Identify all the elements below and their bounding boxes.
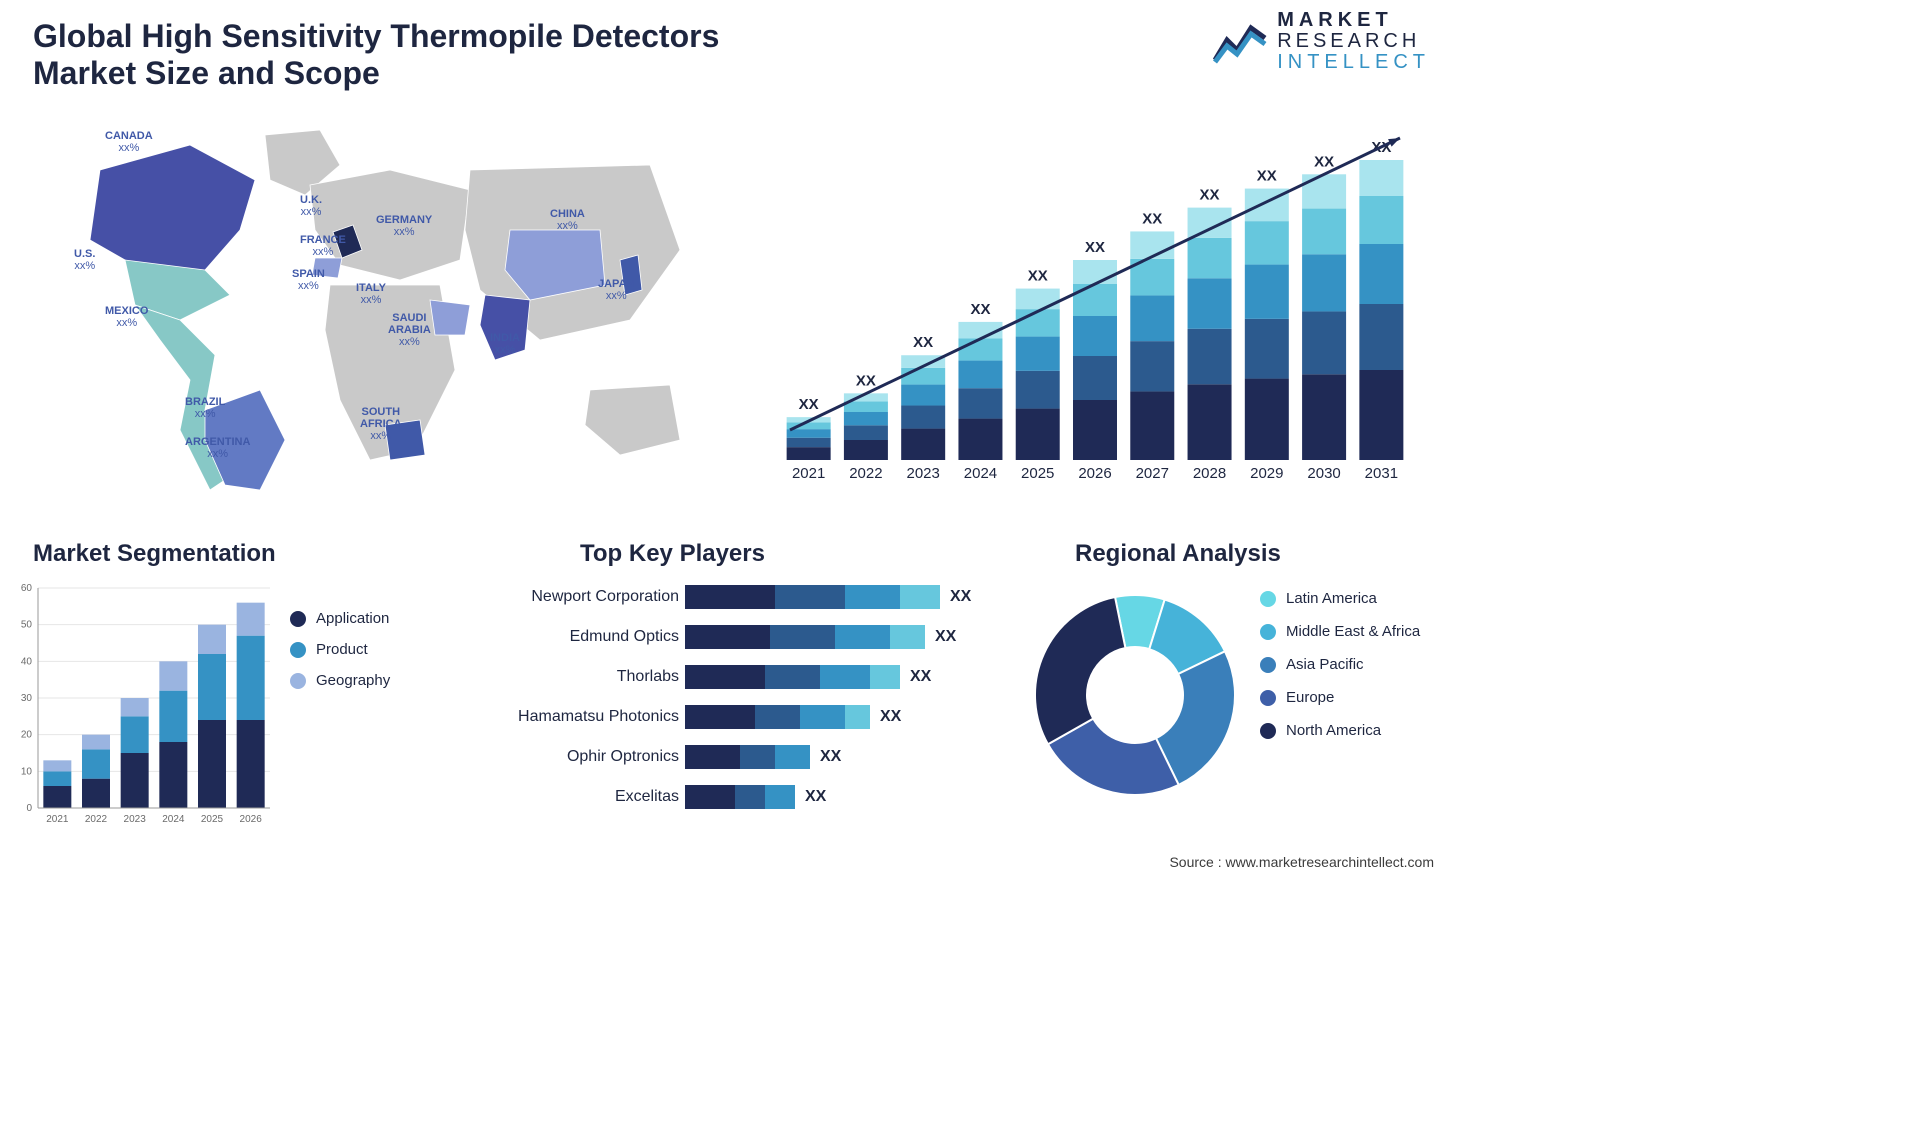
- svg-text:20: 20: [21, 730, 33, 741]
- svg-text:2030: 2030: [1307, 465, 1340, 482]
- legend-item: Geography: [290, 672, 390, 689]
- player-row: Excelitas XX: [505, 780, 985, 814]
- map-label: CHINAxx%: [550, 208, 585, 232]
- player-row: Hamamatsu Photonics XX: [505, 700, 985, 734]
- player-value: XX: [880, 708, 901, 726]
- world-map: CANADAxx% U.S.xx% MEXICOxx% BRAZILxx% ARGENT…: [30, 110, 700, 510]
- legend-item: Application: [290, 610, 390, 627]
- player-value: XX: [910, 668, 931, 686]
- player-name: Hamamatsu Photonics: [505, 708, 685, 726]
- map-label: SOUTHAFRICAxx%: [360, 406, 402, 442]
- player-bar: [685, 785, 795, 809]
- map-label: SAUDIARABIAxx%: [388, 312, 431, 348]
- player-name: Newport Corporation: [505, 588, 685, 606]
- player-name: Edmund Optics: [505, 628, 685, 646]
- logo-line3: INTELLECT: [1277, 52, 1430, 73]
- players-chart: Newport CorporationXXEdmund OpticsXXThor…: [505, 580, 985, 840]
- page-title: Global High Sensitivity Thermopile Detec…: [33, 18, 723, 92]
- player-bar: [685, 625, 925, 649]
- legend-item: Product: [290, 641, 390, 658]
- svg-text:2021: 2021: [46, 814, 69, 825]
- map-label: FRANCExx%: [300, 234, 346, 258]
- svg-text:2028: 2028: [1193, 465, 1226, 482]
- regional-legend: Latin America Middle East & Africa Asia Pa…: [1260, 590, 1420, 755]
- players-heading: Top Key Players: [580, 540, 765, 568]
- legend-item: North America: [1260, 722, 1420, 739]
- svg-text:XX: XX: [970, 301, 990, 318]
- regional-donut: [1020, 580, 1250, 810]
- logo-line2: RESEARCH: [1277, 31, 1430, 52]
- player-value: XX: [820, 748, 841, 766]
- svg-text:2024: 2024: [964, 465, 997, 482]
- player-name: Thorlabs: [505, 668, 685, 686]
- svg-text:2024: 2024: [162, 814, 185, 825]
- svg-text:2023: 2023: [124, 814, 147, 825]
- svg-text:2025: 2025: [1021, 465, 1054, 482]
- player-row: Thorlabs XX: [505, 660, 985, 694]
- svg-text:2027: 2027: [1136, 465, 1169, 482]
- player-row: Ophir Optronics XX: [505, 740, 985, 774]
- map-label: GERMANYxx%: [376, 214, 432, 238]
- player-bar: [685, 585, 940, 609]
- player-value: XX: [805, 788, 826, 806]
- svg-text:XX: XX: [1142, 210, 1162, 227]
- svg-text:10: 10: [21, 766, 33, 777]
- player-value: XX: [935, 628, 956, 646]
- svg-text:2031: 2031: [1365, 465, 1398, 482]
- player-name: Ophir Optronics: [505, 748, 685, 766]
- player-bar: [685, 665, 900, 689]
- svg-text:2022: 2022: [849, 465, 882, 482]
- player-bar: [685, 745, 810, 769]
- svg-text:2029: 2029: [1250, 465, 1283, 482]
- svg-text:50: 50: [21, 620, 33, 631]
- player-name: Excelitas: [505, 788, 685, 806]
- svg-text:XX: XX: [1085, 239, 1105, 256]
- svg-text:2021: 2021: [792, 465, 825, 482]
- legend-item: Europe: [1260, 689, 1420, 706]
- map-label: JAPANxx%: [598, 278, 634, 302]
- segmentation-chart: 0 10 20 30 40 50 60 2021 2022 2023 2024 2025 2026: [10, 580, 280, 840]
- player-bar: [685, 705, 870, 729]
- map-label: MEXICOxx%: [105, 305, 148, 329]
- player-row: Edmund Optics XX: [505, 620, 985, 654]
- map-label: U.S.xx%: [74, 248, 95, 272]
- svg-text:XX: XX: [1028, 268, 1048, 285]
- map-label: ARGENTINAxx%: [185, 436, 250, 460]
- brand-logo: MARKET RESEARCH INTELLECT: [1213, 10, 1430, 73]
- svg-text:2023: 2023: [906, 465, 939, 482]
- svg-text:2022: 2022: [85, 814, 108, 825]
- segmentation-legend: Application Product Geography: [290, 610, 390, 703]
- legend-item: Asia Pacific: [1260, 656, 1420, 673]
- source-text: Source : www.marketresearchintellect.com: [1169, 854, 1434, 870]
- svg-text:0: 0: [26, 803, 32, 814]
- svg-text:40: 40: [21, 656, 33, 667]
- svg-text:30: 30: [21, 693, 33, 704]
- legend-item: Latin America: [1260, 590, 1420, 607]
- map-label: ITALYxx%: [356, 282, 386, 306]
- svg-text:XX: XX: [913, 334, 933, 351]
- map-label: CANADAxx%: [105, 130, 153, 154]
- growth-chart: XX 2021 XX 2022 XX 2023 XX 2024 XX 2025 XX 2026 XX 20…: [760, 110, 1420, 490]
- svg-text:60: 60: [21, 583, 33, 594]
- svg-text:XX: XX: [856, 372, 876, 389]
- logo-icon: [1213, 20, 1267, 64]
- regional-heading: Regional Analysis: [1075, 540, 1281, 568]
- map-label: INDIAxx%: [490, 332, 520, 356]
- svg-text:2026: 2026: [1078, 465, 1111, 482]
- svg-text:XX: XX: [1200, 187, 1220, 204]
- svg-text:2025: 2025: [201, 814, 224, 825]
- svg-text:2026: 2026: [240, 814, 263, 825]
- map-label: BRAZILxx%: [185, 396, 225, 420]
- segmentation-heading: Market Segmentation: [33, 540, 276, 568]
- svg-text:XX: XX: [1257, 168, 1277, 185]
- player-value: XX: [950, 588, 971, 606]
- map-label: SPAINxx%: [292, 268, 325, 292]
- svg-text:XX: XX: [1314, 153, 1334, 170]
- svg-text:XX: XX: [799, 396, 819, 413]
- legend-item: Middle East & Africa: [1260, 623, 1420, 640]
- logo-line1: MARKET: [1277, 10, 1430, 31]
- map-label: U.K.xx%: [300, 194, 322, 218]
- player-row: Newport Corporation XX: [505, 580, 985, 614]
